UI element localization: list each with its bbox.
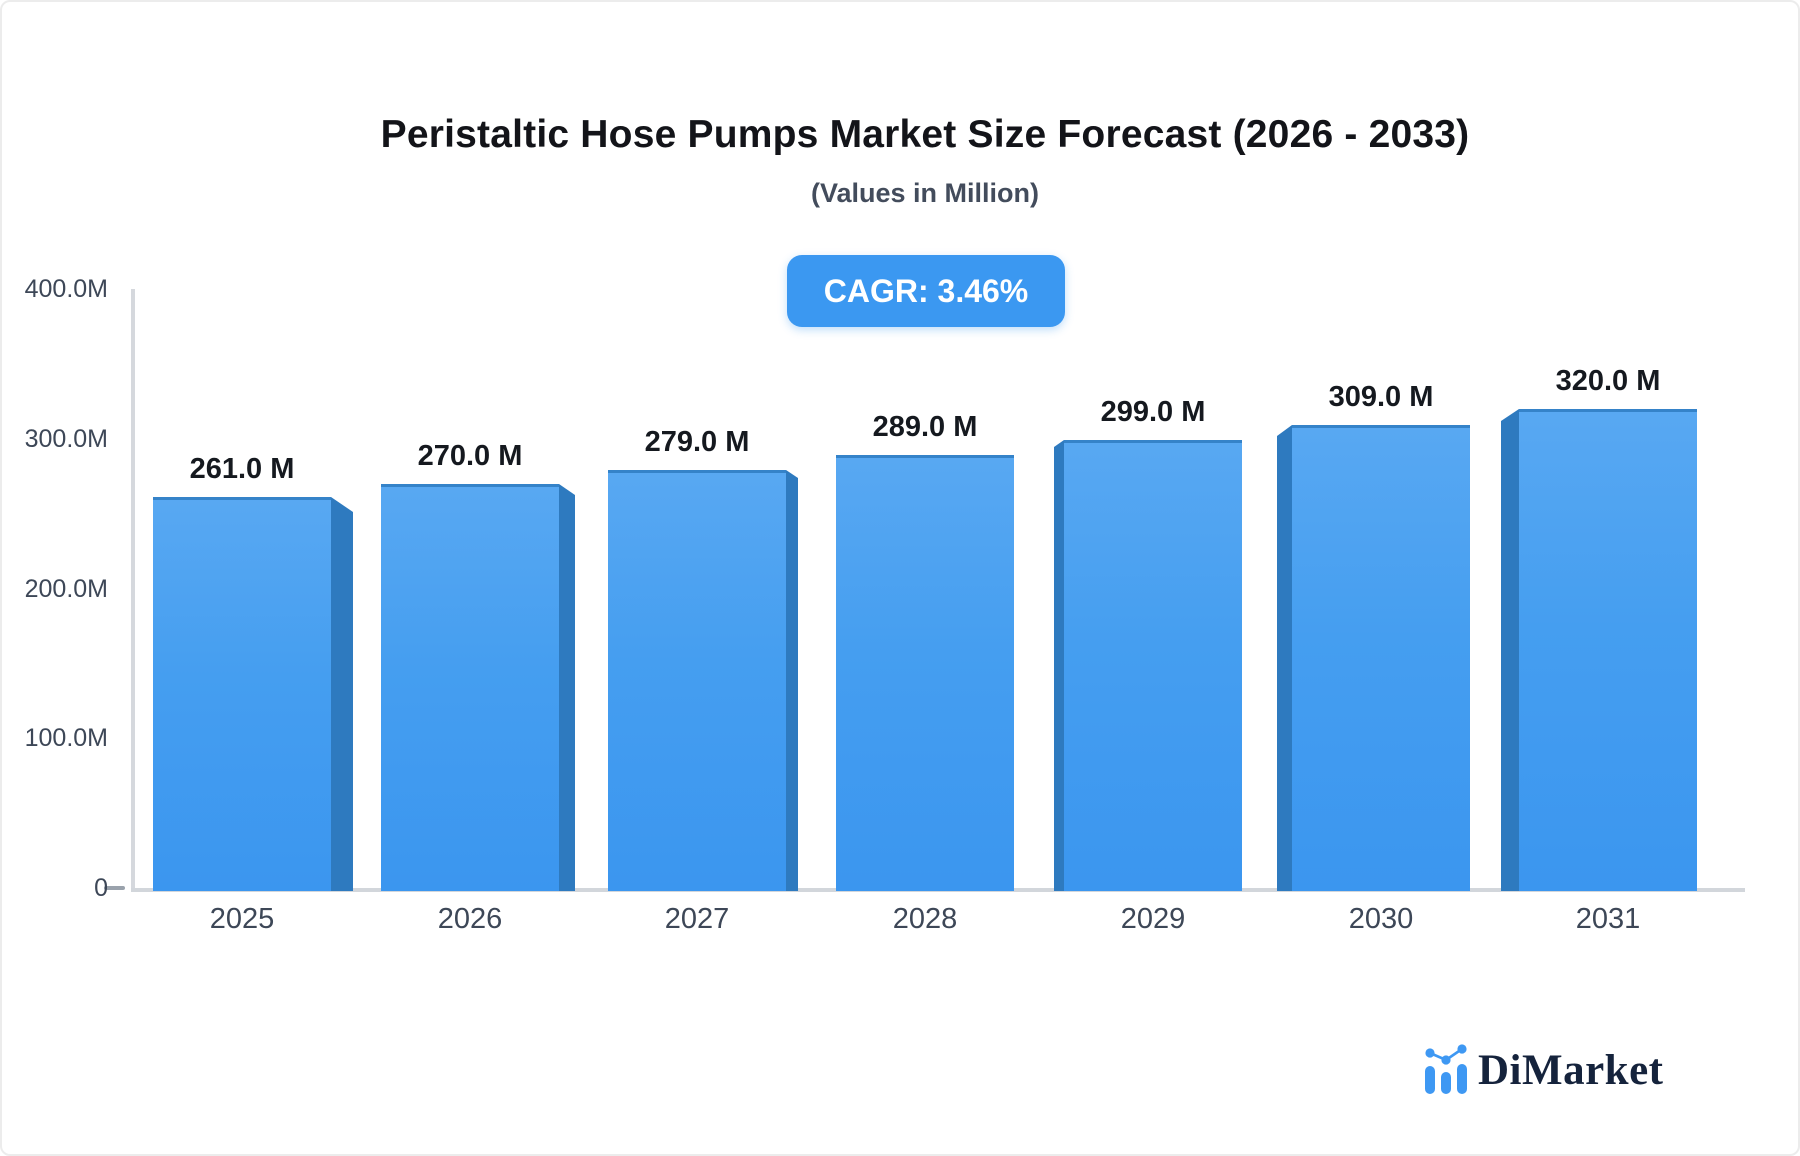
bar-value-label: 289.0 M — [872, 411, 978, 443]
chart-subtitle: (Values in Million) — [810, 178, 1040, 208]
bar-side-face — [1277, 425, 1292, 891]
chart-title: Peristaltic Hose Pumps Market Size Forec… — [380, 113, 1470, 156]
zero-tick-mark — [104, 886, 125, 890]
bar-value-label: 270.0 M — [417, 440, 523, 472]
x-axis-label: 2031 — [1575, 903, 1641, 935]
bar-value-label: 279.0 M — [644, 426, 750, 458]
y-axis-line — [131, 289, 135, 892]
y-axis-tick-label: 0 — [94, 874, 108, 902]
y-axis-tick-label: 400.0M — [24, 275, 108, 303]
bar-side-face — [786, 470, 798, 891]
bar-chart-icon — [1425, 1044, 1467, 1094]
bar-value-label: 309.0 M — [1328, 381, 1434, 413]
bar-front-face — [1519, 409, 1697, 891]
bar-front-face — [608, 470, 786, 891]
bar-side-face — [559, 484, 575, 891]
y-axis-tick-label: 200.0M — [24, 575, 108, 603]
bar-front-face — [836, 455, 1014, 891]
x-axis-label: 2027 — [664, 903, 730, 935]
brand-logo: DiMarket — [1422, 1040, 1664, 1096]
bar-front-face — [1064, 440, 1242, 891]
bar-side-face — [331, 497, 353, 891]
brand-logo-text: DiMarket — [1478, 1047, 1664, 1094]
bar-side-face — [1054, 440, 1064, 891]
y-axis-tick-label: 300.0M — [24, 425, 108, 453]
x-axis-label: 2025 — [209, 903, 275, 935]
x-axis-label: 2028 — [892, 903, 958, 935]
bar-front-face — [153, 497, 331, 891]
bar-value-label: 320.0 M — [1555, 365, 1661, 397]
x-axis-label: 2029 — [1120, 903, 1186, 935]
bar-value-label: 299.0 M — [1100, 396, 1206, 428]
bar-value-label: 261.0 M — [189, 453, 295, 485]
bar-front-face — [1292, 425, 1470, 891]
x-axis-label: 2026 — [437, 903, 503, 935]
bar-front-face — [381, 484, 559, 891]
cagr-badge: CAGR: 3.46% — [787, 255, 1065, 327]
y-axis-tick-label: 100.0M — [24, 724, 108, 752]
x-axis-label: 2030 — [1348, 903, 1414, 935]
bar-side-face — [1501, 409, 1519, 891]
